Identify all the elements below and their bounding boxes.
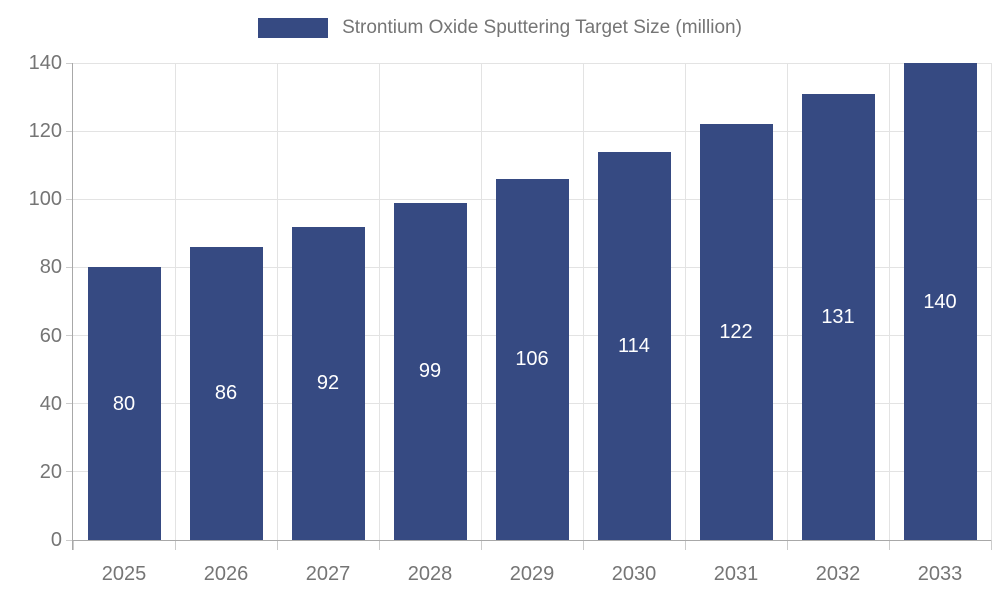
bar-2029	[495, 178, 569, 540]
bar-value-label: 122	[719, 321, 753, 344]
y-axis-tick-label: 120	[28, 120, 62, 143]
gridline-vertical	[684, 63, 686, 540]
bar-value-label: 140	[923, 290, 957, 313]
x-axis-tick	[786, 540, 788, 550]
bar-2031	[699, 124, 773, 540]
y-axis-tick	[66, 198, 73, 200]
bar-value-label: 106	[515, 348, 549, 371]
y-axis-tick	[66, 335, 73, 337]
y-axis-tick-label: 80	[39, 256, 62, 279]
gridline-vertical	[276, 63, 278, 540]
x-axis-line	[72, 540, 991, 541]
gridline-vertical	[786, 63, 788, 540]
y-axis-tick-label: 40	[39, 392, 62, 415]
x-axis-tick	[480, 540, 482, 550]
x-axis-category-label: 2027	[305, 563, 351, 585]
gridline-vertical	[888, 63, 890, 540]
x-axis-tick	[276, 540, 278, 550]
legend[interactable]: Strontium Oxide Sputtering Target Size (…	[0, 16, 1000, 40]
bar-2027	[291, 226, 365, 540]
y-axis-tick-label: 60	[39, 324, 62, 347]
gridline-horizontal	[73, 62, 991, 64]
y-axis-tick	[66, 130, 73, 132]
bar-2028	[393, 202, 467, 540]
x-axis-tick	[990, 540, 992, 550]
y-axis-tick-label: 20	[39, 460, 62, 483]
x-axis-category-label: 2025	[101, 563, 147, 585]
y-axis-tick	[66, 471, 73, 473]
bar-2030	[597, 151, 671, 540]
gridline-vertical	[480, 63, 482, 540]
x-axis-category-label: 2032	[815, 563, 861, 585]
x-axis-tick	[888, 540, 890, 550]
x-axis-tick	[684, 540, 686, 550]
bar-value-label: 92	[316, 372, 340, 395]
y-axis-tick-label: 140	[28, 52, 62, 74]
x-axis-tick	[72, 540, 74, 550]
y-axis-tick	[66, 266, 73, 268]
bar-value-label: 80	[112, 392, 136, 415]
x-axis-category-label: 2029	[509, 563, 555, 585]
y-axis-tick	[66, 403, 73, 405]
bar-value-label: 131	[821, 305, 855, 328]
x-axis-category-label: 2031	[713, 563, 759, 585]
x-axis-category-label: 2026	[203, 563, 249, 585]
y-axis-tick-label: 0	[50, 529, 62, 551]
y-axis-tick	[66, 539, 73, 541]
gridline-vertical	[582, 63, 584, 540]
x-axis-category-label: 2033	[917, 563, 963, 585]
y-axis-tick-label: 100	[28, 188, 62, 211]
y-axis-tick	[66, 62, 73, 64]
x-axis-tick	[582, 540, 584, 550]
gridline-vertical	[174, 63, 176, 540]
bar-2032	[801, 93, 875, 540]
bar-value-label: 86	[214, 382, 238, 405]
x-axis-category-label: 2030	[611, 563, 657, 585]
gridline-horizontal	[73, 130, 991, 132]
bar-2025	[87, 267, 161, 540]
bar-value-label: 99	[418, 360, 442, 383]
legend-swatch	[258, 18, 329, 38]
legend-label: Strontium Oxide Sputtering Target Size (…	[342, 17, 742, 38]
x-axis-category-label: 2028	[407, 563, 453, 585]
x-axis-tick	[174, 540, 176, 550]
x-axis-tick	[378, 540, 380, 550]
bar-value-label: 114	[618, 334, 650, 357]
gridline-vertical	[990, 63, 992, 540]
y-axis-line	[72, 63, 73, 550]
bar-2026	[189, 246, 263, 540]
bar-2033	[903, 63, 977, 540]
gridline-vertical	[378, 63, 380, 540]
